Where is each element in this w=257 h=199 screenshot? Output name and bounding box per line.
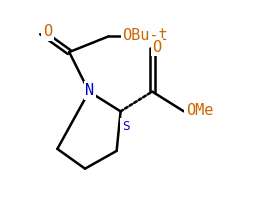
Text: OMe: OMe xyxy=(186,103,213,118)
Text: O: O xyxy=(153,40,162,55)
Text: OBu-t: OBu-t xyxy=(123,28,168,43)
Text: O: O xyxy=(43,24,52,39)
Text: N: N xyxy=(85,83,95,98)
Text: S: S xyxy=(122,120,129,133)
